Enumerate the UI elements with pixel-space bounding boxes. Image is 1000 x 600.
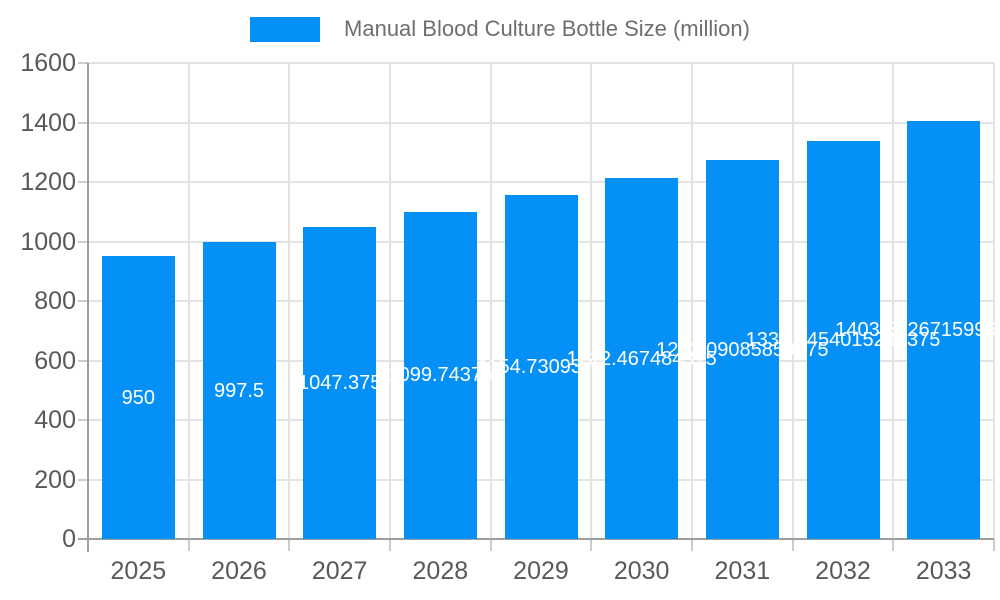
x-axis-line <box>78 538 994 540</box>
legend-swatch <box>250 16 321 42</box>
gridline-horizontal <box>88 62 994 64</box>
gridline-vertical <box>892 63 895 539</box>
bar[interactable] <box>907 121 981 539</box>
legend-series-label: Manual Blood Culture Bottle Size (millio… <box>344 16 750 41</box>
gridline-vertical <box>691 63 693 539</box>
y-axis-tick <box>78 419 88 421</box>
gridline-vertical <box>791 63 794 539</box>
y-axis-tick <box>78 62 88 64</box>
y-axis-tick <box>78 300 88 302</box>
bar[interactable] <box>303 227 377 539</box>
x-axis-label: 2027 <box>311 557 368 585</box>
legend: Manual Blood Culture Bottle Size (millio… <box>0 16 1000 42</box>
x-axis-tick <box>389 539 391 551</box>
bar[interactable] <box>705 160 779 539</box>
bar[interactable] <box>403 211 477 539</box>
y-axis-label: 1000 <box>20 227 76 256</box>
x-axis-tick <box>892 539 895 551</box>
gridline-vertical <box>590 63 593 539</box>
gridline-vertical <box>288 63 291 539</box>
x-axis-tick <box>993 539 995 551</box>
x-axis-label: 2031 <box>714 557 771 585</box>
y-axis-label: 400 <box>34 406 76 434</box>
y-axis-tick <box>78 240 88 243</box>
x-axis-tick <box>791 539 794 551</box>
y-axis-label: 800 <box>34 287 76 315</box>
y-axis-label: 200 <box>34 465 76 494</box>
y-axis-tick <box>78 359 88 362</box>
gridline-horizontal <box>88 181 994 183</box>
bar[interactable] <box>806 141 880 539</box>
x-axis-tick <box>489 539 492 551</box>
legend-item[interactable]: Manual Blood Culture Bottle Size (millio… <box>250 16 750 42</box>
bar[interactable] <box>202 242 276 539</box>
bar[interactable] <box>504 195 578 539</box>
gridline-vertical <box>993 63 995 539</box>
x-axis-label: 2032 <box>815 557 871 585</box>
y-axis-label: 0 <box>62 525 76 553</box>
x-axis-label: 2029 <box>513 557 569 585</box>
y-axis-line <box>87 63 89 552</box>
y-axis-label: 600 <box>34 346 76 375</box>
x-axis-tick <box>187 539 190 551</box>
bar[interactable] <box>101 256 175 539</box>
x-axis-label: 2028 <box>412 557 469 585</box>
bar[interactable] <box>605 178 679 539</box>
y-axis-label: 1200 <box>20 168 76 196</box>
x-axis-tick <box>590 539 593 551</box>
gridline-horizontal <box>88 121 994 124</box>
x-axis-tick <box>691 539 693 551</box>
gridline-vertical <box>187 63 190 539</box>
y-axis-tick <box>78 181 88 183</box>
y-axis-label: 1600 <box>20 49 76 77</box>
y-axis-label: 1400 <box>20 108 76 137</box>
x-axis-label: 2033 <box>915 557 972 585</box>
y-axis-tick <box>78 121 88 124</box>
x-axis-label: 2026 <box>211 557 267 585</box>
x-axis-label: 2030 <box>613 557 670 585</box>
y-axis-tick <box>78 478 88 481</box>
gridline-vertical <box>389 63 391 539</box>
x-axis-label: 2025 <box>110 557 167 585</box>
gridline-vertical <box>489 63 492 539</box>
x-axis-tick <box>288 539 291 551</box>
